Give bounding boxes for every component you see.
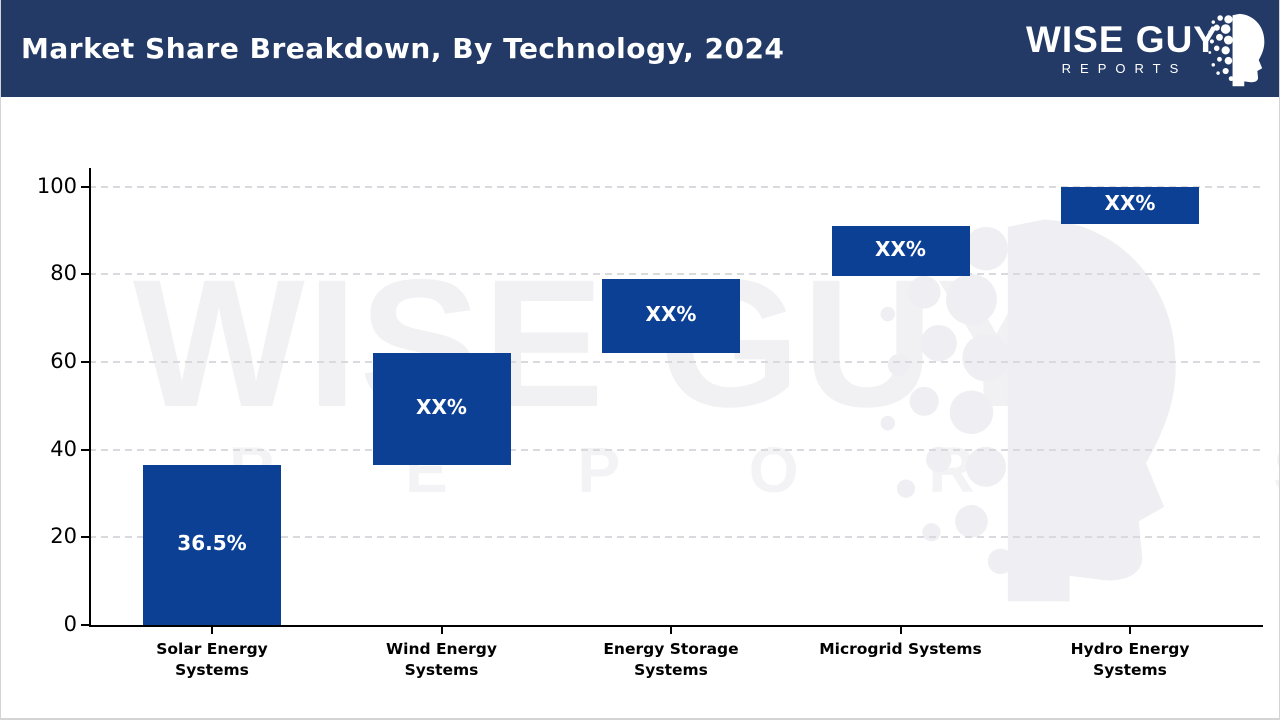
y-tick — [81, 448, 89, 451]
category-label: Solar Energy Systems — [92, 639, 332, 681]
watermark-head-icon — [880, 219, 1176, 602]
watermark-wordmark: WISE GUY — [133, 241, 1060, 445]
y-tick — [81, 536, 89, 539]
y-tick-label: 80 — [50, 261, 77, 286]
x-tick — [211, 627, 213, 634]
x-tick — [440, 627, 443, 634]
logo-wordmark: WISE GUY — [1025, 19, 1219, 60]
category-label-line: Systems — [634, 660, 708, 679]
bar-energy-storage-systems — [602, 278, 740, 354]
y-gridline — [89, 536, 1263, 539]
logo-subtitle: REPORTS — [1061, 61, 1188, 76]
y-axis-line — [89, 168, 91, 627]
logo-text: WISE GUY REPORTS — [1026, 21, 1219, 76]
category-label-line: Systems — [404, 660, 479, 679]
bar-hydro-energy-systems — [1061, 186, 1199, 224]
wise-guy-logo: WISE GUY REPORTS — [1026, 6, 1267, 92]
category-label-line: Hydro Energy — [1070, 640, 1190, 658]
category-label: Hydro Energy Systems — [1010, 639, 1250, 681]
y-tick-label: 40 — [50, 436, 77, 461]
category-label-line: Systems — [1093, 660, 1167, 679]
category-label-line: Systems — [175, 660, 249, 679]
y-tick-label: 0 — [63, 612, 77, 636]
y-tick — [81, 185, 89, 188]
x-tick — [670, 627, 672, 634]
y-gridline — [89, 185, 1263, 188]
category-label-line: Solar Energy — [156, 640, 268, 658]
y-tick-label: 100 — [36, 173, 77, 198]
x-tick — [899, 627, 902, 634]
head-profile-logo-icon — [1208, 13, 1265, 86]
category-label-line: Energy Storage — [603, 640, 739, 658]
bar-wind-energy-systems — [372, 353, 511, 465]
category-label-line: Microgrid Systems — [819, 640, 982, 658]
bar-value-label: XX% — [875, 237, 926, 262]
y-gridline — [89, 273, 1263, 276]
header-bar: Market Share Breakdown, By Technology, 2… — [1, 0, 1279, 97]
bar-value-label: XX% — [1104, 191, 1156, 216]
y-tick — [81, 360, 89, 363]
category-label-line: Wind Energy — [386, 640, 497, 658]
y-tick-label: 60 — [50, 348, 77, 373]
page-title: Market Share Breakdown, By Technology, 2… — [21, 32, 785, 65]
bar-solar-energy-systems — [143, 464, 281, 625]
category-label: Wind Energy Systems — [322, 639, 562, 681]
y-tick — [81, 273, 89, 276]
bar-value-label: XX% — [416, 395, 467, 420]
y-gridline — [89, 360, 1263, 363]
category-label: Energy Storage Systems — [551, 639, 791, 681]
y-gridline — [89, 448, 1263, 451]
x-tick — [1129, 627, 1131, 634]
bar-microgrid-systems — [831, 225, 970, 277]
y-tick-label: 20 — [50, 524, 77, 549]
bar-value-label: XX% — [645, 301, 697, 326]
category-label: Microgrid Systems — [781, 639, 1021, 660]
x-axis-line — [89, 625, 1263, 627]
bar-value-label: 36.5% — [177, 530, 247, 555]
y-tick — [81, 624, 89, 626]
